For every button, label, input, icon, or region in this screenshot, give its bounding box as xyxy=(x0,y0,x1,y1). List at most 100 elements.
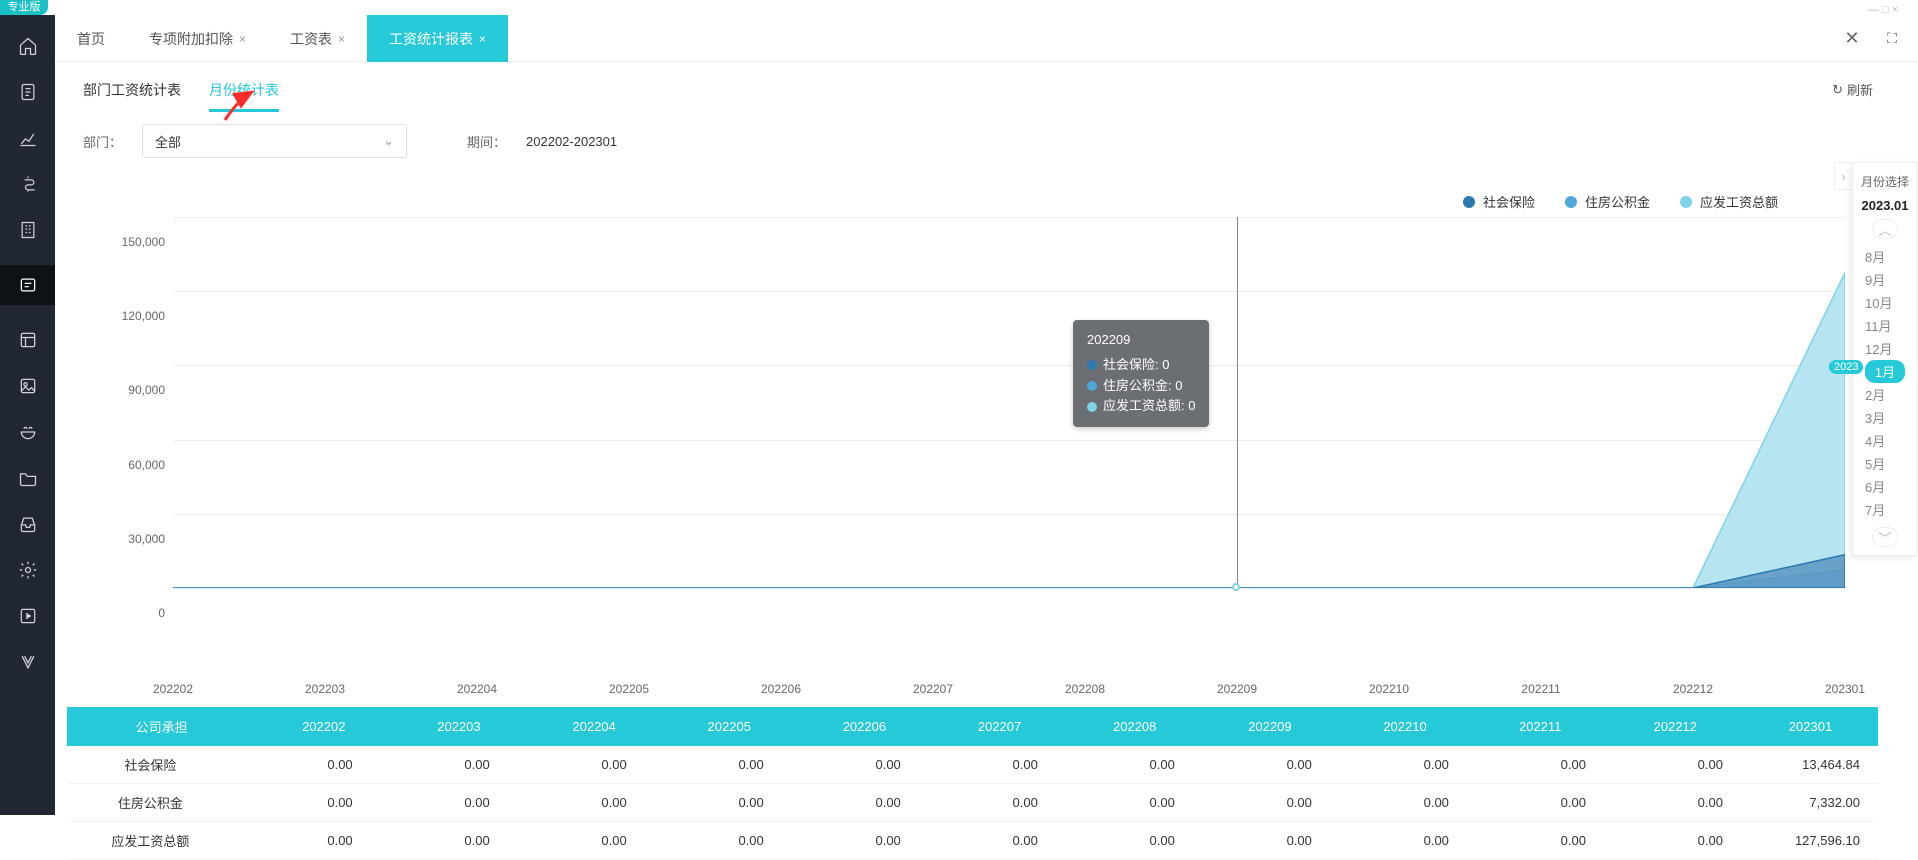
nav-bowl-icon[interactable] xyxy=(17,421,39,443)
table-cell: 13,464.84 xyxy=(1741,757,1878,772)
table-header-cell: 202204 xyxy=(527,719,662,734)
y-axis-label: 90,000 xyxy=(128,383,165,397)
table-cell: 0.00 xyxy=(508,757,645,772)
close-icon[interactable]: × xyxy=(338,32,345,46)
table-row: 社会保险0.000.000.000.000.000.000.000.000.00… xyxy=(67,746,1878,784)
month-panel-selected: 2023.01 xyxy=(1862,198,1909,213)
month-item[interactable]: 3月 xyxy=(1865,406,1905,429)
month-item[interactable]: 2月 xyxy=(1865,383,1905,406)
table-cell: 0.00 xyxy=(1193,757,1330,772)
chart-marker xyxy=(1232,583,1240,591)
nav-home-icon[interactable] xyxy=(17,35,39,57)
table-header-cell: 202301 xyxy=(1743,719,1878,734)
legend-item[interactable]: 应发工资总额 xyxy=(1680,192,1778,211)
nav-chart-icon[interactable] xyxy=(17,127,39,149)
content: 部门工资统计表 月份统计表 ↻ 刷新 部门： 全部 ⌄ 期间： 202202-2… xyxy=(55,62,1918,813)
table-cell: 0.00 xyxy=(1193,795,1330,810)
refresh-button[interactable]: ↻ 刷新 xyxy=(1832,80,1873,99)
nav-picture-icon[interactable] xyxy=(17,375,39,397)
subtab-dept[interactable]: 部门工资统计表 xyxy=(83,80,181,112)
month-item[interactable]: 12月 xyxy=(1865,337,1905,360)
tab-label: 专项附加扣除 xyxy=(149,29,233,49)
x-axis-label: 202208 xyxy=(1065,682,1105,696)
table-cell: 0.00 xyxy=(1056,833,1193,848)
month-panel: 月份选择 2023.01 ︿ 8月9月10月11月12月20231月2月3月4月… xyxy=(1852,162,1918,556)
month-item[interactable]: 4月 xyxy=(1865,429,1905,452)
month-item[interactable]: 10月 xyxy=(1865,291,1905,314)
table-cell: 0.00 xyxy=(1330,757,1467,772)
table-cell: 0.00 xyxy=(1467,795,1604,810)
chart-wrap: 社会保险住房公积金应发工资总额 030,00060,00090,000120,0… xyxy=(83,192,1418,672)
legend-item[interactable]: 住房公积金 xyxy=(1565,192,1650,211)
y-axis-label: 150,000 xyxy=(122,235,165,249)
chart-legend: 社会保险 住房公积金 应发工资总额 xyxy=(1463,192,1778,211)
nav-building-icon[interactable] xyxy=(17,219,39,241)
nav-salary-icon[interactable] xyxy=(0,265,55,305)
table-header-cell: 202205 xyxy=(662,719,797,734)
table-cell: 0.00 xyxy=(1330,833,1467,848)
month-item[interactable]: 11月 xyxy=(1865,314,1905,337)
table-cell: 0.00 xyxy=(919,757,1056,772)
chevron-down-icon: ⌄ xyxy=(383,133,394,149)
nav-gear-icon[interactable] xyxy=(17,559,39,581)
tab-salary[interactable]: 工资表 × xyxy=(268,15,367,62)
table-cell: 127,596.10 xyxy=(1741,833,1878,848)
nav-inbox-icon[interactable] xyxy=(17,513,39,535)
table-cell: 7,332.00 xyxy=(1741,795,1878,810)
tooltip-row: 住房公积金: 0 xyxy=(1087,376,1195,397)
legend-item[interactable]: 社会保险 xyxy=(1463,192,1535,211)
tab-label: 首页 xyxy=(77,29,105,49)
tab-salary-report[interactable]: 工资统计报表 × xyxy=(367,15,508,62)
table-header-cell: 202206 xyxy=(797,719,932,734)
table-cell: 0.00 xyxy=(508,795,645,810)
nav-doc-icon[interactable] xyxy=(17,81,39,103)
month-item[interactable]: 8月 xyxy=(1865,245,1905,268)
month-up-button[interactable]: ︿ xyxy=(1872,219,1898,239)
tab-deduction[interactable]: 专项附加扣除 × xyxy=(127,15,268,62)
nav-v-icon[interactable] xyxy=(17,651,39,673)
tab-label: 工资统计报表 xyxy=(389,29,473,49)
y-axis-label: 30,000 xyxy=(128,532,165,546)
dept-select[interactable]: 全部 ⌄ xyxy=(142,124,407,158)
close-icon[interactable]: × xyxy=(239,32,246,46)
month-item[interactable]: 5月 xyxy=(1865,452,1905,475)
month-panel-collapse[interactable]: › xyxy=(1834,162,1852,190)
month-item[interactable]: 20231月 xyxy=(1865,360,1905,383)
table-cell: 0.00 xyxy=(645,795,782,810)
gridline xyxy=(173,588,1845,589)
month-item[interactable]: 7月 xyxy=(1865,498,1905,521)
table-row: 应发工资总额0.000.000.000.000.000.000.000.000.… xyxy=(67,822,1878,860)
x-axis-label: 202211 xyxy=(1521,682,1560,696)
data-table: 公司承担202202202203202204202205202206202207… xyxy=(67,707,1878,860)
table-cell: 0.00 xyxy=(234,833,371,848)
dept-label: 部门： xyxy=(83,132,122,151)
tab-home[interactable]: 首页 xyxy=(55,15,127,62)
month-item[interactable]: 9月 xyxy=(1865,268,1905,291)
table-cell: 0.00 xyxy=(1193,833,1330,848)
table-cell: 0.00 xyxy=(782,795,919,810)
nav-play-icon[interactable] xyxy=(17,605,39,627)
table-cell: 0.00 xyxy=(1604,833,1741,848)
tabbar-close-button[interactable]: ✕ xyxy=(1832,15,1872,62)
tab-label: 工资表 xyxy=(290,29,332,49)
month-item[interactable]: 6月 xyxy=(1865,475,1905,498)
table-cell: 0.00 xyxy=(1330,795,1467,810)
table-header-cell: 202210 xyxy=(1337,719,1472,734)
month-down-button[interactable]: ﹀ xyxy=(1872,527,1898,547)
close-icon[interactable]: × xyxy=(479,32,486,46)
pro-badge: 专业版 xyxy=(0,0,48,15)
table-cell: 应发工资总额 xyxy=(67,831,234,850)
table-cell: 社会保险 xyxy=(67,755,234,774)
nav-money-icon[interactable] xyxy=(17,173,39,195)
filter-row: 部门： 全部 ⌄ 期间： 202202-202301 xyxy=(83,124,617,158)
table-cell: 0.00 xyxy=(782,757,919,772)
table-cell: 0.00 xyxy=(1604,795,1741,810)
chart-hover-line xyxy=(1237,217,1238,588)
fullscreen-icon[interactable]: ⛶ xyxy=(1872,15,1912,62)
table-header: 公司承担202202202203202204202205202206202207… xyxy=(67,707,1878,746)
nav-folder-icon[interactable] xyxy=(17,467,39,489)
tooltip-row: 社会保险: 0 xyxy=(1087,355,1195,376)
nav-template-icon[interactable] xyxy=(17,329,39,351)
table-cell: 0.00 xyxy=(1467,833,1604,848)
chart-plot[interactable] xyxy=(173,217,1845,588)
